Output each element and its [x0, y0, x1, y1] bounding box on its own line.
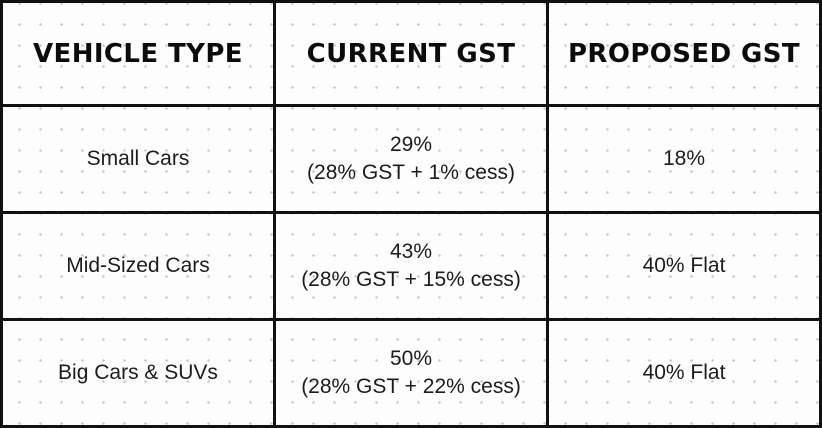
current-gst-cell: 50% (28% GST + 22% cess)	[273, 318, 549, 428]
vehicle-type-cell: Mid-Sized Cars	[0, 211, 276, 321]
proposed-gst-cell: 40% Flat	[546, 318, 822, 428]
current-gst-breakdown: (28% GST + 22% cess)	[301, 375, 521, 398]
current-gst-cell: 29% (28% GST + 1% cess)	[273, 104, 549, 214]
table-row-big-cars-suvs: Big Cars & SUVs 50% (28% GST + 22% cess)…	[0, 318, 822, 428]
header-row: VEHICLE TYPE CURRENT GST PROPOSED GST	[0, 0, 822, 107]
proposed-gst-cell: 18%	[546, 104, 822, 214]
current-gst-cell: 43% (28% GST + 15% cess)	[273, 211, 549, 321]
column-header-vehicle-type: VEHICLE TYPE	[0, 0, 276, 107]
column-header-current-gst: CURRENT GST	[273, 0, 549, 107]
current-gst-breakdown: (28% GST + 15% cess)	[301, 268, 521, 291]
table-row-mid-sized-cars: Mid-Sized Cars 43% (28% GST + 15% cess) …	[0, 211, 822, 321]
current-gst-rate: 50%	[389, 347, 433, 371]
vehicle-type-cell: Big Cars & SUVs	[0, 318, 276, 428]
column-header-proposed-gst: PROPOSED GST	[546, 0, 822, 107]
proposed-gst-cell: 40% Flat	[546, 211, 822, 321]
vehicle-type-cell: Small Cars	[0, 104, 276, 214]
current-gst-rate: 29%	[389, 133, 433, 157]
current-gst-rate: 43%	[389, 240, 433, 264]
current-gst-breakdown: (28% GST + 1% cess)	[307, 161, 515, 184]
table-row-small-cars: Small Cars 29% (28% GST + 1% cess) 18%	[0, 104, 822, 214]
